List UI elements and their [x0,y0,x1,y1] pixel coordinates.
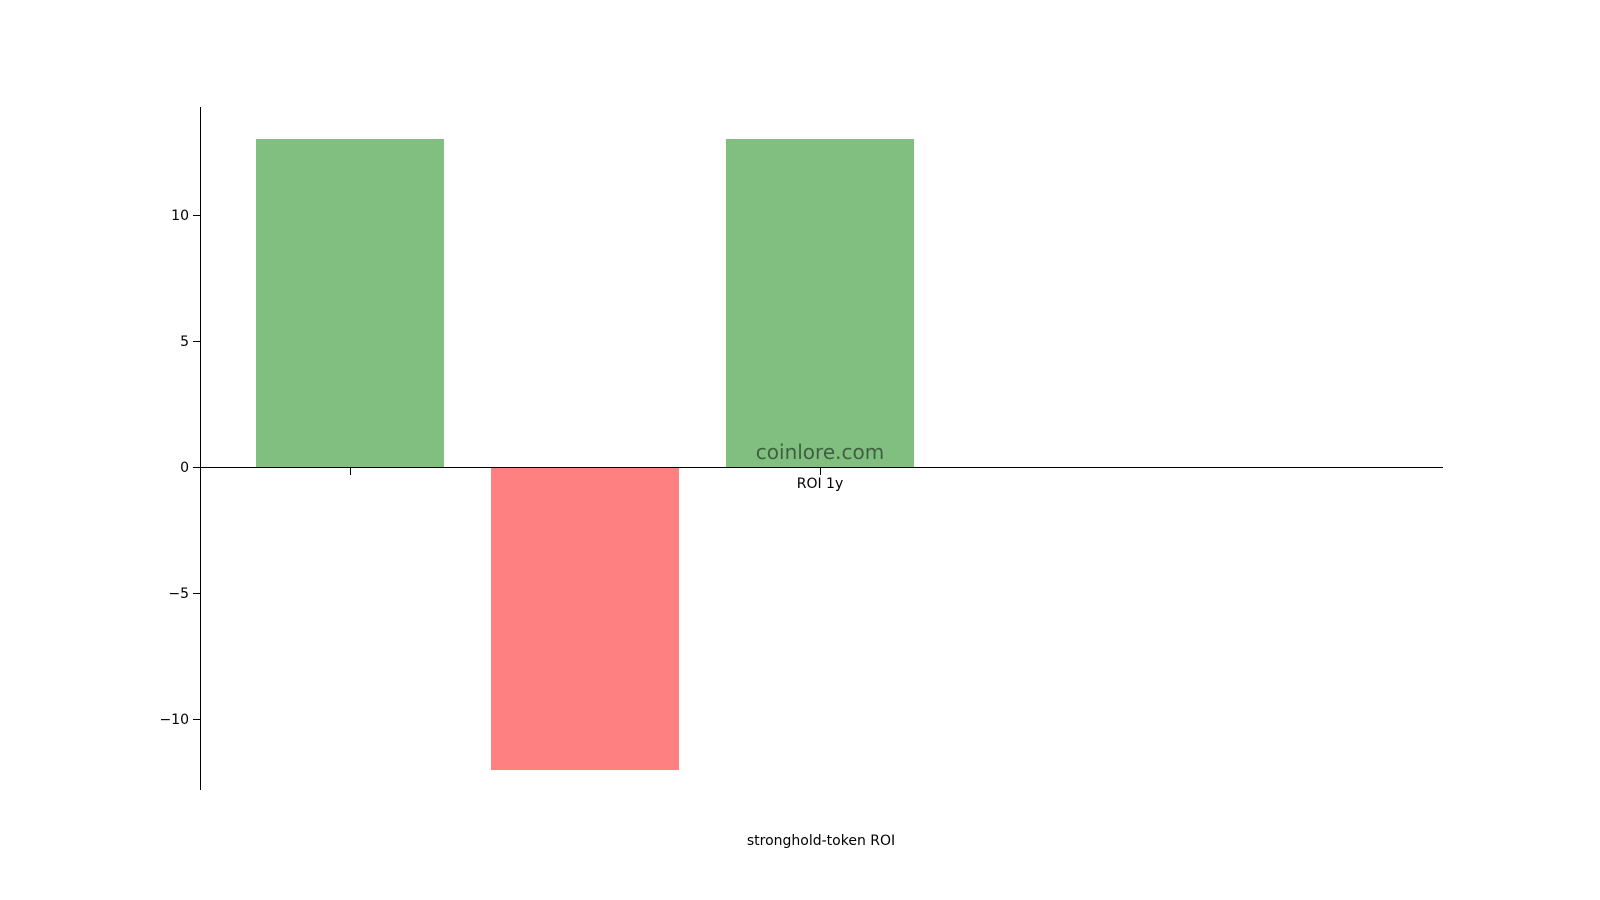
y-tick [193,341,200,342]
y-axis-line [200,107,201,790]
x-tick [350,468,351,475]
positive-roi-bar [256,139,444,467]
y-tick [193,467,200,468]
y-tick-label: −10 [159,712,189,728]
x-axis-zero-line [200,467,1443,468]
chart-title: stronghold-token ROI [746,833,896,849]
negative-roi-bar [491,468,679,771]
y-tick-label: −5 [168,586,189,602]
y-tick-label: 0 [180,460,189,476]
y-tick [193,215,200,216]
y-tick-label: 5 [180,334,189,350]
x-tick [820,468,821,475]
y-tick-label: 10 [171,208,189,224]
y-tick [193,719,200,720]
x-category-label: ROI 1y [796,476,844,492]
coinlore-watermark: coinlore.com [755,440,885,464]
y-tick [193,593,200,594]
positive-roi-bar [726,139,914,467]
